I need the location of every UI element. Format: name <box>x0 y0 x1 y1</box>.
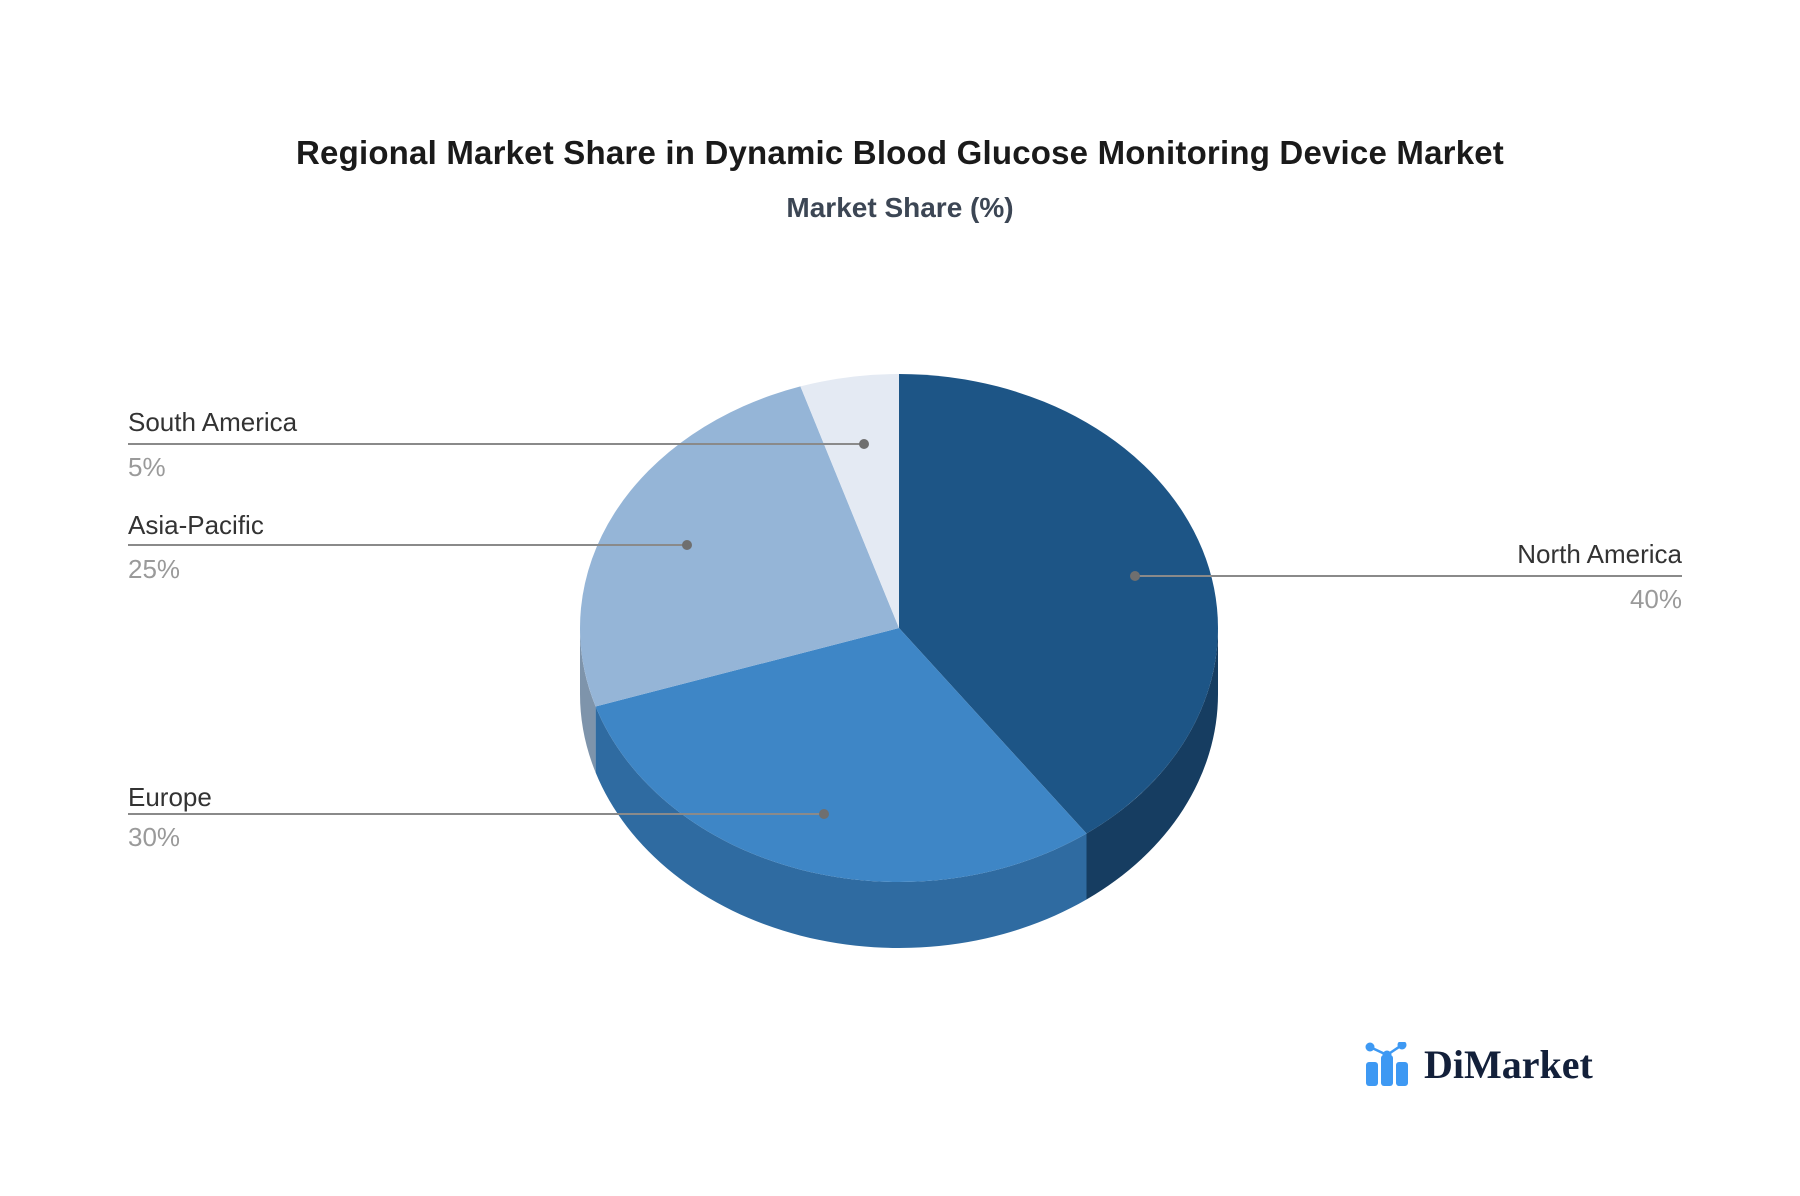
leader-dot-north-america <box>1130 571 1140 581</box>
logo-dot <box>1382 1050 1392 1060</box>
pie-3d <box>579 374 1218 948</box>
logo-bar-middle <box>1381 1055 1393 1086</box>
pie-slice-north-america <box>899 374 1218 834</box>
dimarket-logo: DiMarket <box>1364 1042 1593 1088</box>
value-south-america: 5% <box>128 452 166 482</box>
logo-bar-right <box>1396 1062 1408 1086</box>
pie-side-europe <box>595 706 1087 948</box>
value-europe: 30% <box>128 822 181 852</box>
label-south-america: South America <box>128 407 298 437</box>
pie-slice-south-america <box>800 374 899 628</box>
leader-dot-europe <box>819 809 829 819</box>
label-asia-pacific: Asia-Pacific <box>128 510 264 540</box>
chart-title: Regional Market Share in Dynamic Blood G… <box>296 134 1504 171</box>
pie-side-asia-pacific <box>580 628 596 773</box>
leader-dot-south-america <box>859 439 869 449</box>
logo-dot <box>1365 1042 1375 1052</box>
logo-bar-left <box>1366 1062 1378 1086</box>
leader-lines <box>128 443 1682 815</box>
chart-subtitle: Market Share (%) <box>786 192 1014 223</box>
logo-wordmark: DiMarket <box>1424 1042 1593 1087</box>
logo-dot <box>1397 1042 1407 1050</box>
bar-line-chart-icon <box>1365 1042 1408 1086</box>
leader-dots <box>682 439 1140 819</box>
label-north-america: North America <box>1517 539 1682 569</box>
leader-dot-asia-pacific <box>682 540 692 550</box>
pie-side-north-america <box>1086 628 1218 900</box>
pie-slice-asia-pacific <box>579 386 899 707</box>
pie-slice-europe <box>595 628 1087 882</box>
label-europe: Europe <box>128 782 212 812</box>
value-north-america: 40% <box>1629 584 1682 614</box>
value-asia-pacific: 25% <box>128 554 181 584</box>
